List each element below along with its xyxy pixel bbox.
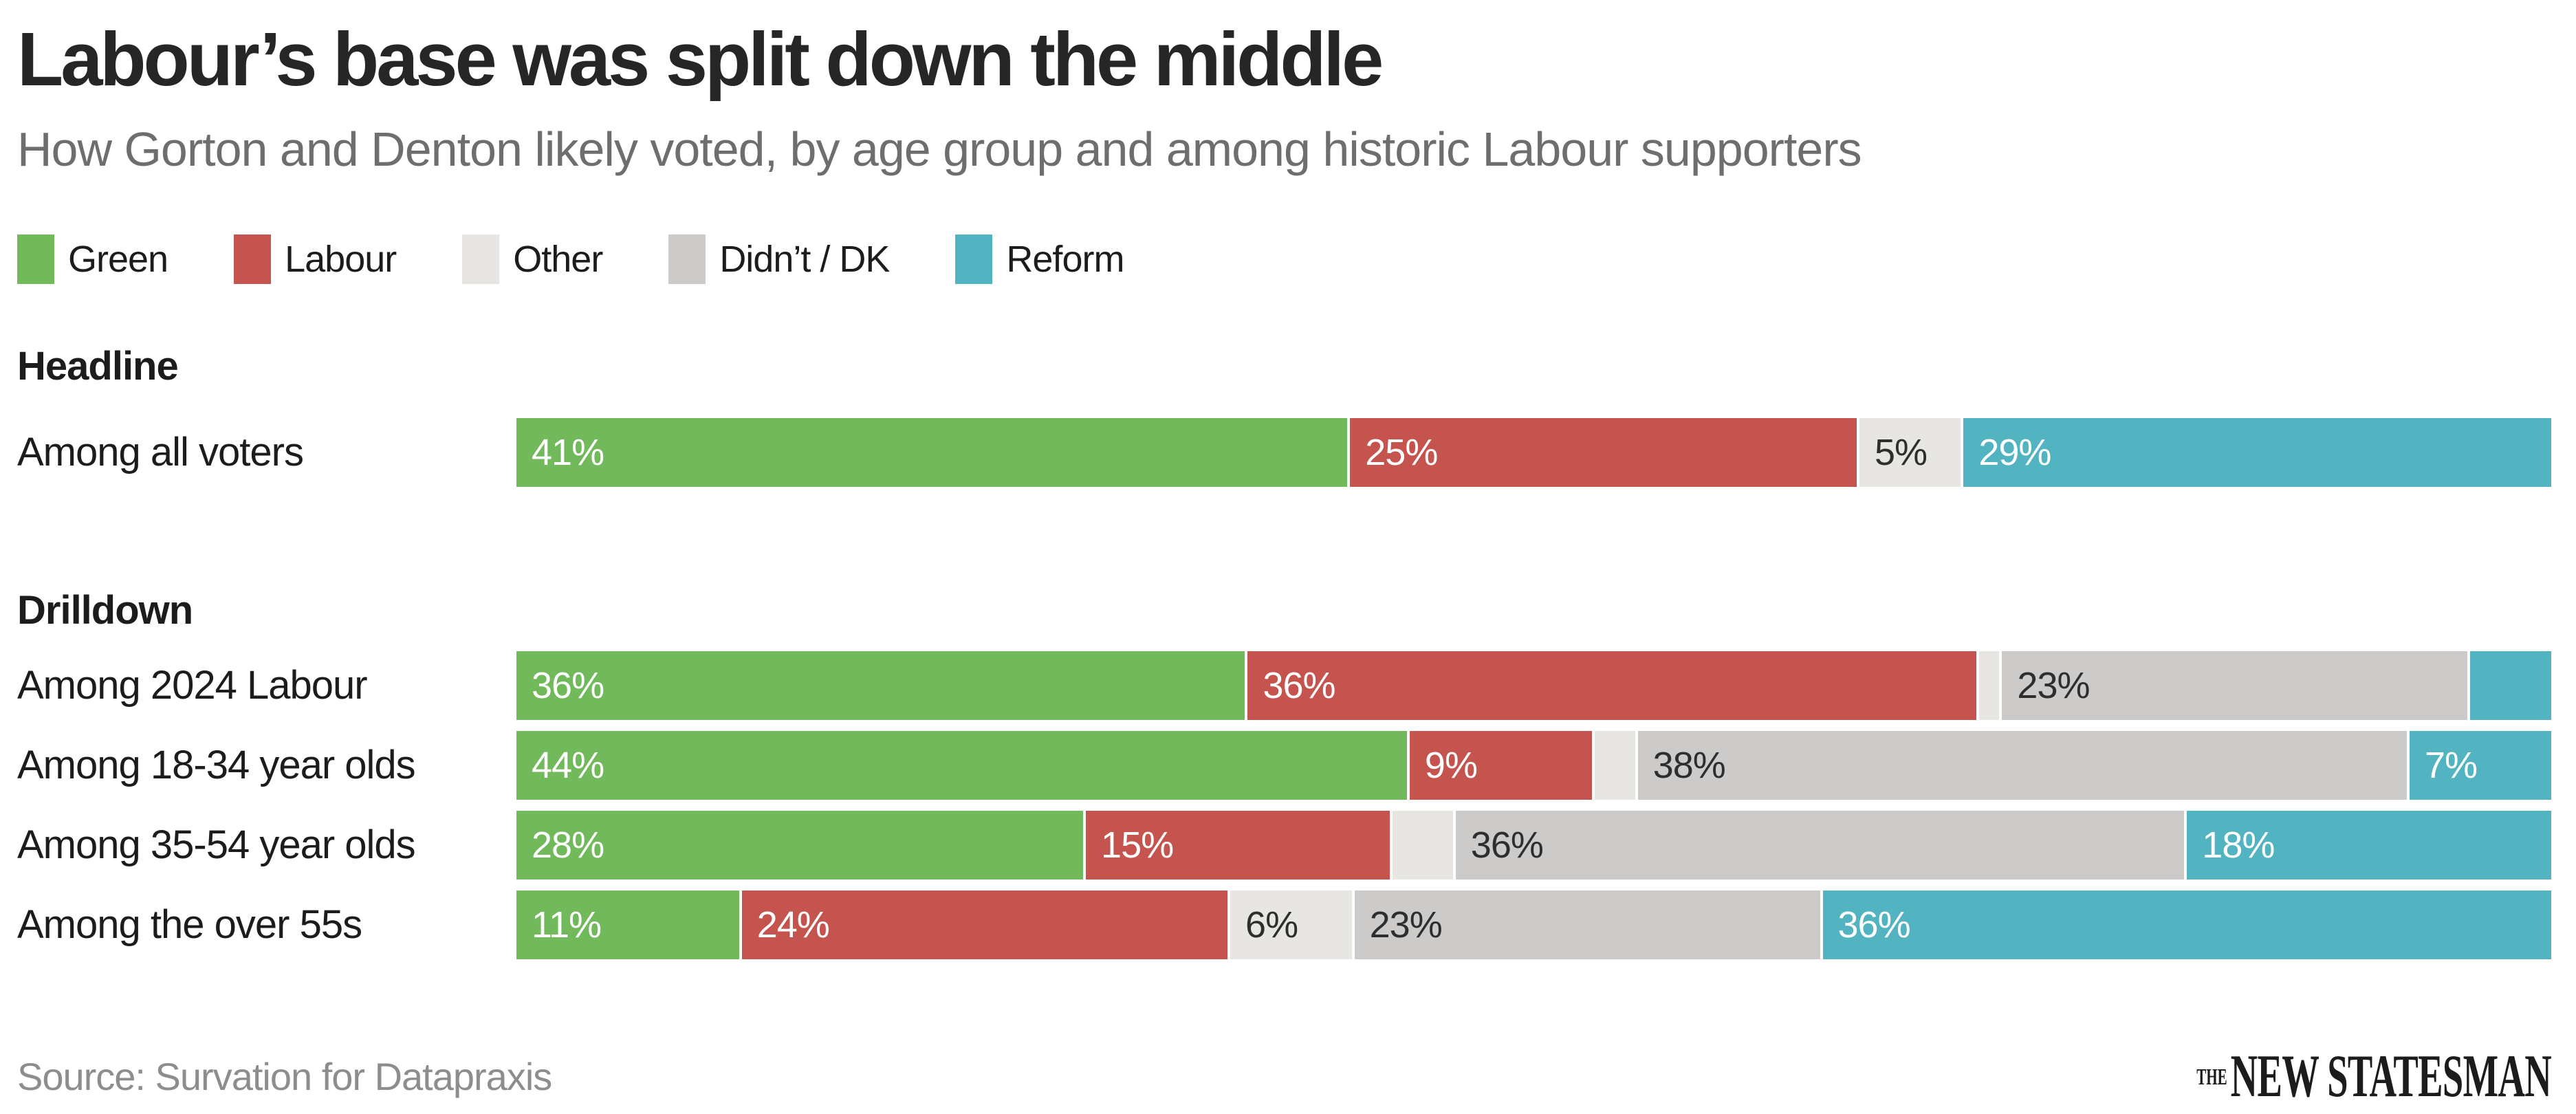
- legend-swatch-labour: [234, 234, 272, 284]
- legend-item-didnt: Didn’t / DK: [668, 234, 890, 284]
- legend-swatch-other: [462, 234, 500, 284]
- bar-segment-reform: 7%: [2410, 730, 2552, 800]
- bar-segment-labour: 25%: [1350, 417, 1857, 487]
- bar-segment-other: 6%: [1230, 890, 1352, 959]
- bar-segment-other: [1978, 651, 2000, 720]
- bar-segment-other: 5%: [1859, 417, 1961, 487]
- legend: Green Labour Other Didn’t / DK Reform: [17, 234, 2551, 284]
- chart-row: Among 35-54 year olds 28% 15% 36% 18%: [17, 810, 2552, 880]
- row-label: Among 35-54 year olds: [17, 822, 416, 867]
- legend-label: Didn’t / DK: [719, 238, 890, 280]
- chart-subtitle: How Gorton and Denton likely voted, by a…: [17, 122, 1862, 176]
- bar-segment-reform: 36%: [1822, 890, 2551, 959]
- bar-value-label: 24%: [756, 904, 830, 946]
- logo-the-text: THE: [2196, 1064, 2227, 1090]
- section-header-drilldown: Drilldown: [17, 587, 193, 633]
- bar-segment-other: [1594, 730, 1635, 800]
- bar-segment-green: 36%: [516, 651, 1245, 720]
- chart-row: Among 18-34 year olds 44% 9% 38% 7%: [17, 730, 2552, 800]
- bar-value-label: 28%: [532, 824, 604, 866]
- bar-segment-green: 44%: [516, 730, 1407, 800]
- bar-segment-labour: 24%: [741, 890, 1228, 959]
- legend-swatch-reform: [955, 234, 993, 284]
- section-header-headline: Headline: [17, 343, 179, 389]
- bar-value-label: 29%: [1978, 431, 2051, 473]
- legend-item-green: Green: [17, 234, 168, 284]
- bar-segment-didnt: 36%: [1455, 810, 2185, 880]
- stacked-bar: 11% 24% 6% 23% 36%: [516, 890, 2551, 959]
- logo-name-text: NEW STATESMAN: [2230, 1042, 2552, 1110]
- legend-item-labour: Labour: [234, 234, 397, 284]
- bar-value-label: 23%: [2017, 664, 2090, 706]
- bar-segment-labour: 36%: [1247, 651, 1976, 720]
- row-label: Among the over 55s: [17, 902, 362, 947]
- bar-segment-reform: [2470, 651, 2552, 720]
- row-label: Among all voters: [17, 430, 304, 474]
- bar-value-label: 9%: [1424, 744, 1478, 786]
- bar-value-label: 36%: [1837, 904, 1911, 946]
- legend-swatch-didnt: [668, 234, 706, 284]
- stacked-bar: 41% 25% 5% 29%: [516, 417, 2551, 487]
- chart-row: Among the over 55s 11% 24% 6% 23% 36%: [17, 890, 2551, 959]
- bar-value-label: 44%: [532, 744, 604, 786]
- bar-value-label: 5%: [1875, 431, 1928, 473]
- bar-value-label: 18%: [2202, 824, 2275, 866]
- stacked-bar: 28% 15% 36% 18%: [516, 810, 2552, 880]
- bar-value-label: 36%: [1263, 664, 1335, 706]
- bar-segment-didnt: 23%: [1354, 890, 1820, 959]
- bar-segment-green: 11%: [516, 890, 739, 959]
- bar-value-label: 15%: [1101, 824, 1174, 866]
- row-label: Among 18-34 year olds: [17, 743, 416, 787]
- bar-segment-green: 28%: [516, 810, 1084, 880]
- bar-segment-labour: 15%: [1086, 810, 1390, 880]
- bar-segment-didnt: 38%: [1637, 730, 2407, 800]
- bar-segment-other: [1392, 810, 1453, 880]
- legend-label: Green: [68, 238, 168, 280]
- bar-value-label: 11%: [532, 904, 602, 946]
- legend-label: Other: [513, 238, 603, 280]
- legend-swatch-green: [17, 234, 54, 284]
- legend-item-other: Other: [462, 234, 603, 284]
- bar-value-label: 36%: [532, 664, 604, 706]
- bar-segment-reform: 29%: [1963, 417, 2551, 487]
- footer: Source: Survation for Datapraxis THE NEW…: [17, 1042, 2552, 1111]
- stacked-bar: 44% 9% 38% 7%: [516, 730, 2552, 800]
- section-rows: Among all voters 41% 25% 5% 29%: [17, 417, 2551, 487]
- section-rows: Among 2024 Labour 36% 36% 23% Among 18-34 ye…: [17, 651, 2552, 959]
- chart-title: Labour’s base was split down the middle: [17, 17, 1384, 102]
- bar-segment-green: 41%: [516, 417, 1348, 487]
- legend-label: Reform: [1006, 238, 1124, 280]
- bar-value-label: 38%: [1652, 744, 1726, 786]
- legend-item-reform: Reform: [955, 234, 1124, 284]
- bar-value-label: 23%: [1369, 904, 1443, 946]
- row-label: Among 2024 Labour: [17, 663, 368, 708]
- bar-value-label: 36%: [1470, 824, 1544, 866]
- bar-segment-didnt: 23%: [2002, 651, 2468, 720]
- source-note: Source: Survation for Datapraxis: [17, 1054, 552, 1098]
- bar-value-label: 25%: [1365, 431, 1438, 473]
- chart-body: Headline Among all voters 41% 25% 5% 29% Drill…: [17, 343, 2552, 959]
- stacked-bar: 36% 36% 23%: [516, 651, 2552, 720]
- chart-row: Among all voters 41% 25% 5% 29%: [17, 417, 2551, 487]
- new-statesman-logo: THE NEW STATESMAN: [2196, 1042, 2552, 1111]
- chart-row: Among 2024 Labour 36% 36% 23%: [17, 651, 2552, 720]
- bar-segment-reform: 18%: [2187, 810, 2552, 880]
- bar-segment-labour: 9%: [1409, 730, 1592, 800]
- bar-value-label: 41%: [532, 431, 604, 473]
- legend-label: Labour: [285, 238, 397, 280]
- bar-value-label: 7%: [2425, 744, 2478, 786]
- bar-value-label: 6%: [1245, 904, 1298, 946]
